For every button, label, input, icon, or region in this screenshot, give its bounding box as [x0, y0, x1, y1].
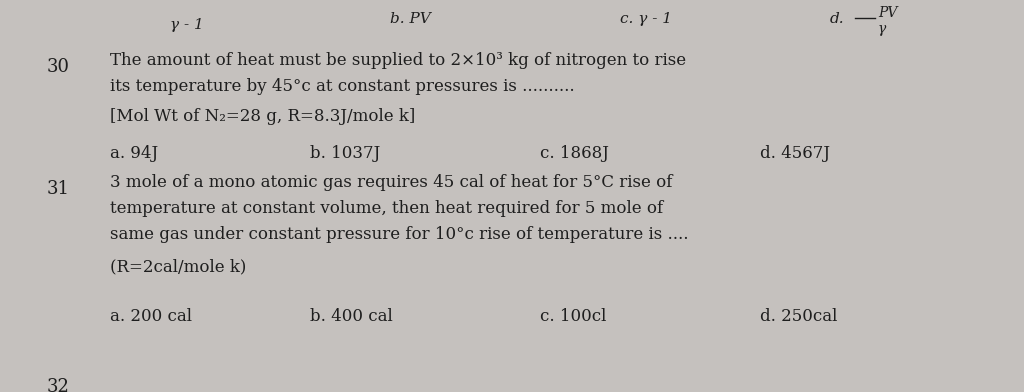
Text: γ - 1: γ - 1 — [170, 18, 204, 32]
Text: same gas under constant pressure for 10°c rise of temperature is ....: same gas under constant pressure for 10°… — [110, 226, 688, 243]
Text: d. 250cal: d. 250cal — [760, 308, 838, 325]
Text: γ: γ — [878, 22, 886, 36]
Text: a. 94J: a. 94J — [110, 145, 158, 162]
Text: d.: d. — [830, 12, 845, 26]
Text: [Mol Wt of N₂=28 g, R=8.3J/mole k]: [Mol Wt of N₂=28 g, R=8.3J/mole k] — [110, 108, 416, 125]
Text: its temperature by 45°c at constant pressures is ..........: its temperature by 45°c at constant pres… — [110, 78, 574, 95]
Text: c. γ - 1: c. γ - 1 — [620, 12, 672, 26]
Text: PV: PV — [878, 6, 897, 20]
Text: 3 mole of a mono atomic gas requires 45 cal of heat for 5°C rise of: 3 mole of a mono atomic gas requires 45 … — [110, 174, 673, 191]
Text: 32: 32 — [47, 378, 70, 392]
Text: a. 200 cal: a. 200 cal — [110, 308, 193, 325]
Text: temperature at constant volume, then heat required for 5 mole of: temperature at constant volume, then hea… — [110, 200, 664, 217]
Text: 31: 31 — [47, 180, 70, 198]
Text: b. PV: b. PV — [390, 12, 431, 26]
Text: b. 400 cal: b. 400 cal — [310, 308, 393, 325]
Text: (R=2cal/mole k): (R=2cal/mole k) — [110, 258, 247, 275]
Text: c. 1868J: c. 1868J — [540, 145, 609, 162]
Text: c. 100cl: c. 100cl — [540, 308, 606, 325]
Text: b. 1037J: b. 1037J — [310, 145, 380, 162]
Text: The amount of heat must be supplied to 2×10³ kg of nitrogen to rise: The amount of heat must be supplied to 2… — [110, 52, 686, 69]
Text: 30: 30 — [47, 58, 70, 76]
Text: d. 4567J: d. 4567J — [760, 145, 830, 162]
